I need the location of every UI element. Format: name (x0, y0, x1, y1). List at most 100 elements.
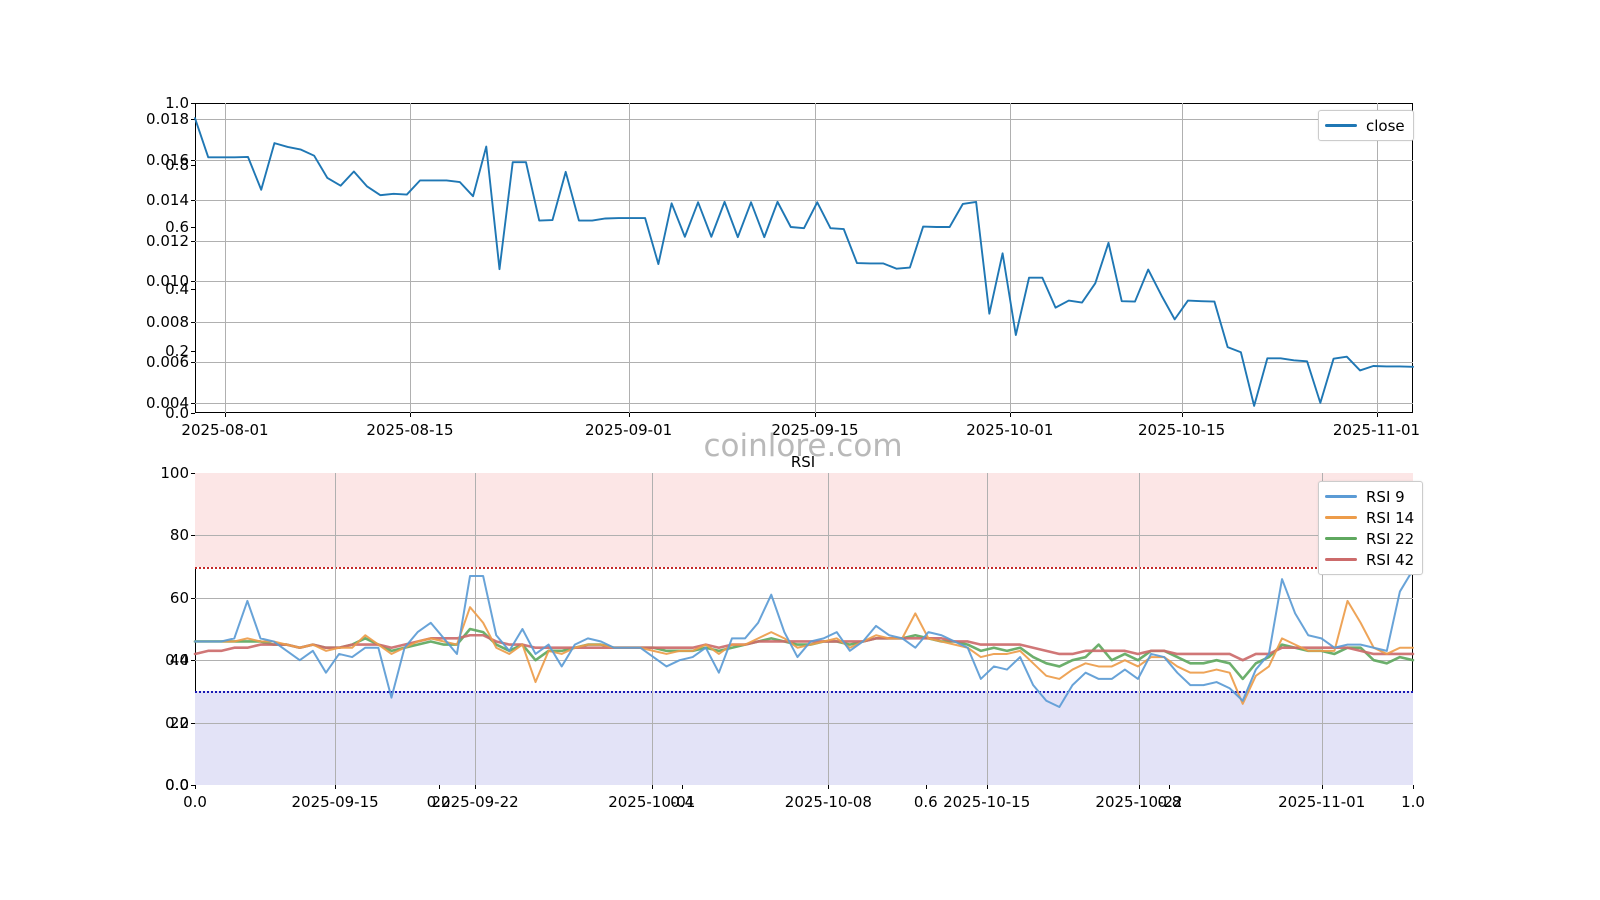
rsi-band (195, 473, 1413, 567)
rsi-gridline-v (651, 473, 653, 785)
price-y-overlay-tick-mark (191, 103, 195, 104)
price-y-tick-mark (191, 240, 195, 242)
price-y-tick-label: 0.016 (146, 150, 189, 169)
price-y-tick-label: 0.010 (146, 272, 189, 291)
rsi-legend-swatch (1325, 558, 1357, 561)
price-y-tick-label: 0.006 (146, 353, 189, 372)
price-gridline-h (195, 240, 1413, 242)
rsi-legend-swatch (1325, 537, 1357, 540)
rsi-x-tick-mark (986, 785, 988, 789)
price-gridline-v (1009, 103, 1011, 413)
rsi-y-tick-label: 60 (169, 588, 189, 607)
rsi-y-tick-label: 0 (179, 776, 189, 794)
rsi-y-tick-label: 100 (160, 464, 189, 482)
price-y-tick-label: 0.018 (146, 110, 189, 129)
price-x-tick-label: 2025-10-01 (966, 421, 1054, 439)
rsi-legend-swatch (1325, 516, 1357, 519)
price-x-tick-mark (410, 413, 411, 417)
rsi-gridline-v (1139, 473, 1140, 785)
rsi-band (195, 691, 1413, 785)
rsi-x-tick-label: 2025-09-15 (291, 793, 379, 811)
price-x-tick-mark (225, 413, 226, 417)
price-legend-label: close (1366, 116, 1405, 135)
price-y-overlay-tick-mark (191, 351, 195, 352)
rsi-x-tick-label: 2025-10-08 (784, 793, 872, 811)
price-y-overlay-tick-label: 1.0 (165, 94, 189, 112)
rsi-y-tick-mark (191, 535, 195, 537)
price-y-overlay-tick-mark (191, 227, 195, 228)
price-y-tick-mark (191, 200, 195, 202)
price-x-tick-mark (1376, 413, 1378, 417)
price-gridline-v (410, 103, 411, 413)
rsi-gridline-v (1321, 473, 1323, 785)
price-y-tick-label: 0.008 (146, 312, 189, 331)
rsi-legend-label: RSI 42 (1366, 550, 1415, 569)
rsi-legend-swatch (1325, 495, 1357, 498)
price-x-tick-label: 2025-08-15 (366, 421, 454, 439)
price-x-tick-label: 2025-10-15 (1138, 421, 1226, 439)
rsi-legend-label: RSI 9 (1366, 487, 1405, 506)
price-gridline-h (195, 362, 1413, 364)
rsi-x-overlay-tick-label: 1.0 (1401, 793, 1425, 811)
rsi-x-tick-label: 2025-10-22 (1095, 793, 1183, 811)
price-x-tick-label: 2025-09-15 (771, 421, 859, 439)
price-y-tick-mark (191, 362, 195, 364)
rsi-x-tick-label: 2025-11-01 (1278, 793, 1366, 811)
rsi-legend-item: RSI 9 (1325, 486, 1414, 507)
rsi-y-tick-label: 20 (169, 713, 189, 732)
rsi-x-overlay-tick-mark (925, 785, 927, 789)
rsi-gridline-h (195, 722, 1413, 724)
price-y-overlay-tick-mark (191, 413, 195, 414)
rsi-x-tick-mark (1139, 785, 1140, 789)
price-y-tick-label: 0.014 (146, 191, 189, 210)
price-y-overlay-tick-label: 0.4 (165, 280, 189, 298)
price-y-overlay-tick-mark (191, 289, 195, 290)
price-y-overlay-tick-mark (191, 165, 195, 166)
price-legend-swatch (1325, 124, 1357, 127)
rsi-threshold-line (195, 691, 1413, 694)
price-legend-item: close (1325, 115, 1405, 136)
rsi-gridline-h (195, 597, 1413, 599)
rsi-y-overlay-tick-mark (191, 722, 195, 724)
price-gridline-h (195, 321, 1413, 323)
rsi-x-overlay-tick-mark (438, 785, 440, 789)
price-chart-axes (195, 103, 1413, 413)
rsi-gridline-v (986, 473, 988, 785)
rsi-x-overlay-tick-label: 0.6 (913, 793, 938, 811)
rsi-gridline-v (828, 473, 830, 785)
rsi-y-overlay-tick-mark (191, 785, 195, 786)
rsi-x-overlay-tick-mark (195, 785, 196, 789)
rsi-y-tick-label: 40 (169, 651, 189, 670)
rsi-legend-label: RSI 14 (1366, 508, 1415, 527)
price-x-tick-label: 2025-11-01 (1332, 421, 1421, 439)
rsi-x-tick-mark (651, 785, 653, 789)
rsi-legend-item: RSI 14 (1325, 507, 1414, 528)
price-y-overlay-tick-label: 0.8 (165, 156, 189, 174)
price-gridline-v (1376, 103, 1378, 413)
rsi-y-tick-label: 80 (169, 526, 189, 545)
rsi-x-overlay-tick-label: 0.4 (670, 793, 695, 811)
rsi-x-tick-mark (475, 785, 477, 789)
rsi-y-tick-mark (191, 473, 195, 474)
rsi-gridline-v (335, 473, 337, 785)
rsi-y-overlay-tick-mark (191, 660, 195, 662)
rsi-x-tick-mark (1321, 785, 1323, 789)
price-y-tick-label: 0.012 (146, 231, 189, 250)
price-y-tick-mark (191, 281, 195, 283)
rsi-x-tick-mark (828, 785, 830, 789)
rsi-legend-label: RSI 22 (1366, 529, 1415, 548)
rsi-x-tick-label: 2025-10-01 (608, 793, 696, 811)
price-gridline-h (195, 200, 1413, 202)
price-y-tick-mark (191, 159, 195, 161)
price-x-tick-label: 2025-08-01 (181, 421, 269, 439)
price-gridline-v (628, 103, 630, 413)
rsi-x-overlay-tick-mark (682, 785, 684, 789)
price-y-tick-mark (191, 321, 195, 323)
watermark: coinlore.com (703, 428, 903, 464)
rsi-x-overlay-tick-label: 0.0 (183, 793, 207, 811)
price-y-tick-mark (191, 119, 195, 121)
price-gridline-v (815, 103, 816, 413)
price-gridline-h (195, 281, 1413, 283)
